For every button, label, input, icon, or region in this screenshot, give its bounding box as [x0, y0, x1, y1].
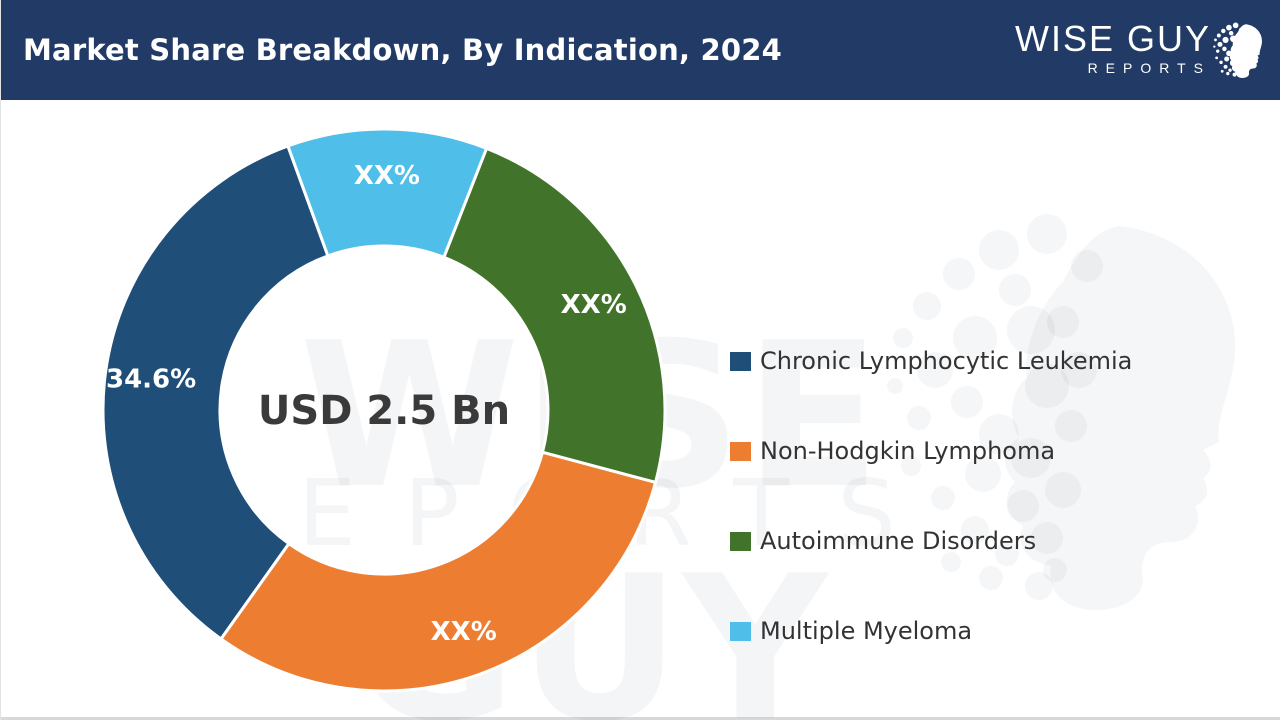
chart-area: WISE GUY REPORTS 34.6%XX%XX%XX%USD 2.5 B… — [1, 100, 1280, 720]
segment-value-label: XX% — [431, 617, 497, 647]
legend-label: Autoimmune Disorders — [760, 527, 1037, 555]
legend-label: Non-Hodgkin Lymphoma — [760, 437, 1056, 465]
donut-segment-1 — [101, 144, 330, 641]
logo-subtitle: REPORTS — [1087, 59, 1211, 76]
legend-item-1: Chronic Lymphocytic Leukemia — [730, 344, 1132, 378]
legend-swatch-icon — [730, 531, 751, 551]
legend-label: Chronic Lymphocytic Leukemia — [760, 347, 1133, 375]
donut-chart: 34.6% XX% XX% XX% USD 2.5 Bn — [101, 127, 667, 693]
logo-text: WISE GUY REPORTS — [1015, 20, 1211, 76]
legend-swatch-icon — [730, 441, 751, 461]
segment-value-label: XX% — [561, 290, 627, 320]
wise-guy-reports-logo: WISE GUY REPORTS — [1009, 0, 1269, 100]
page-title: Market Share Breakdown, By Indication, 2… — [23, 33, 782, 67]
segment-value-label: XX% — [354, 161, 420, 191]
segment-value-label: 34.6% — [106, 364, 196, 394]
logo-face-icon — [1213, 22, 1262, 79]
donut-segment-3 — [442, 146, 667, 484]
legend-swatch-icon — [730, 351, 751, 371]
header-bar: Market Share Breakdown, By Indication, 2… — [1, 0, 1280, 100]
legend-item-3: Autoimmune Disorders — [730, 524, 1132, 558]
donut-center-label: USD 2.5 Bn — [258, 388, 510, 434]
logo-wordmark: WISE GUY — [1014, 18, 1211, 59]
chart-legend: Chronic Lymphocytic Leukemia Non-Hodgkin … — [730, 344, 1132, 704]
donut-segment-2 — [219, 450, 658, 693]
legend-item-4: Multiple Myeloma — [730, 614, 1132, 648]
legend-swatch-icon — [730, 621, 751, 641]
donut-segment-4 — [286, 127, 489, 259]
legend-item-2: Non-Hodgkin Lymphoma — [730, 434, 1132, 468]
legend-label: Multiple Myeloma — [760, 617, 973, 645]
